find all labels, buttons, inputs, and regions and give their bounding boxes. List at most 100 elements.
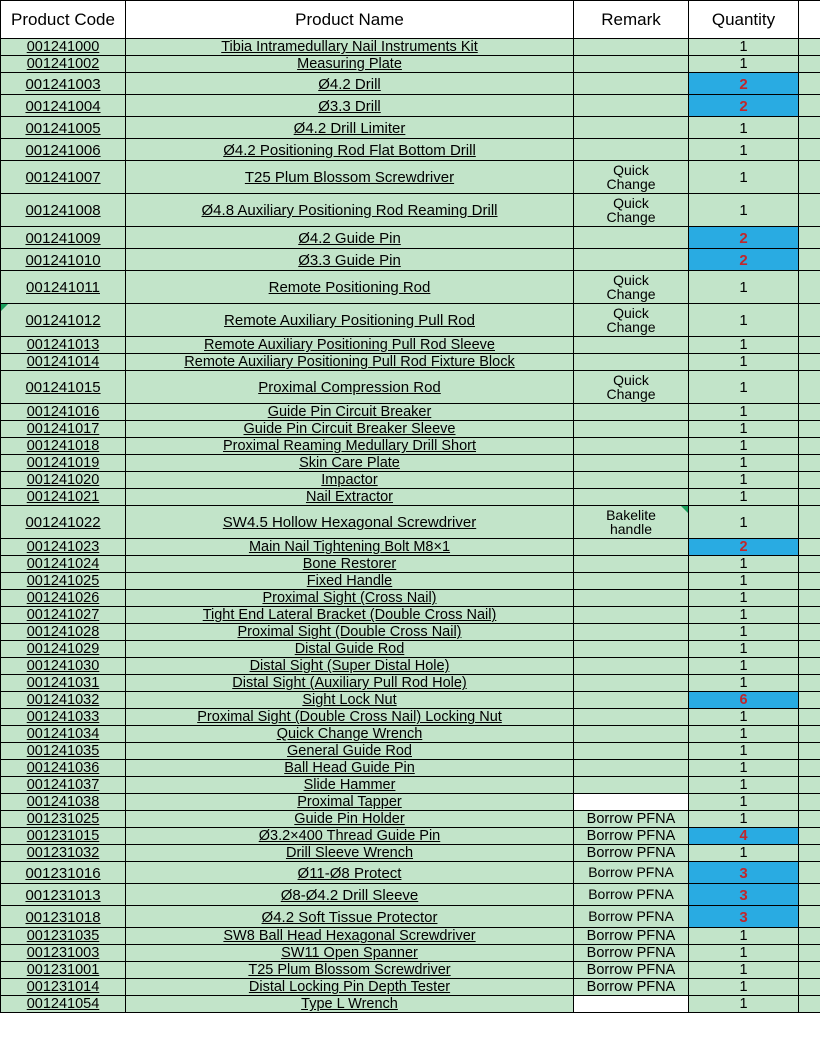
cell-product-name: Ø3.3 Guide Pin: [126, 249, 574, 271]
cell-product-code: 001241018: [1, 438, 126, 455]
cell-tail: [799, 139, 820, 161]
cell-remark: [574, 39, 689, 56]
cell-remark: [574, 404, 689, 421]
table-row: 001241026Proximal Sight (Cross Nail)1: [1, 590, 820, 607]
cell-product-code: 001241016: [1, 404, 126, 421]
cell-product-code: 001241036: [1, 760, 126, 777]
cell-quantity: 1: [689, 139, 799, 161]
table-row: 001241035General Guide Rod1: [1, 743, 820, 760]
cell-product-name: Ø8-Ø4.2 Drill Sleeve: [126, 884, 574, 906]
cell-product-name: Guide Pin Circuit Breaker Sleeve: [126, 421, 574, 438]
cell-product-code: 001231015: [1, 828, 126, 845]
cell-remark: [574, 658, 689, 675]
table-row: 001231001T25 Plum Blossom ScrewdriverBor…: [1, 962, 820, 979]
cell-product-code: 001241013: [1, 337, 126, 354]
table-row: 001231013Ø8-Ø4.2 Drill SleeveBorrow PFNA…: [1, 884, 820, 906]
table-row: 001241010Ø3.3 Guide Pin2: [1, 249, 820, 271]
table-row: 001231035SW8 Ball Head Hexagonal Screwdr…: [1, 928, 820, 945]
cell-remark: [574, 794, 689, 811]
cell-quantity: 2: [689, 95, 799, 117]
cell-quantity: 6: [689, 692, 799, 709]
cell-quantity: 1: [689, 506, 799, 539]
cell-quantity: 1: [689, 658, 799, 675]
cell-product-name: Tibia Intramedullary Nail Instruments Ki…: [126, 39, 574, 56]
table-row: 001241019Skin Care Plate1: [1, 455, 820, 472]
cell-product-code: 001241020: [1, 472, 126, 489]
table-row: 001241022SW4.5 Hollow Hexagonal Screwdri…: [1, 506, 820, 539]
cell-product-name: Ø11-Ø8 Protect: [126, 862, 574, 884]
cell-quantity: 1: [689, 573, 799, 590]
cell-remark: Quick Change: [574, 161, 689, 194]
product-table: Product Code Product Name Remark Quantit…: [0, 0, 820, 1013]
cell-quantity: 3: [689, 884, 799, 906]
cell-product-name: Ø4.2 Drill Limiter: [126, 117, 574, 139]
cell-tail: [799, 371, 820, 404]
cell-remark: Borrow PFNA: [574, 928, 689, 945]
table-row: 001241004Ø3.3 Drill2: [1, 95, 820, 117]
cell-remark: [574, 117, 689, 139]
cell-product-name: Remote Auxiliary Positioning Pull Rod Fi…: [126, 354, 574, 371]
table-row: 001231025Guide Pin HolderBorrow PFNA1: [1, 811, 820, 828]
cell-remark: [574, 624, 689, 641]
cell-quantity: 1: [689, 607, 799, 624]
cell-tail: [799, 489, 820, 506]
cell-product-code: 001231016: [1, 862, 126, 884]
cell-tail: [799, 438, 820, 455]
cell-quantity: 1: [689, 996, 799, 1013]
table-row: 001231032Drill Sleeve WrenchBorrow PFNA1: [1, 845, 820, 862]
cell-product-name: Proximal Reaming Medullary Drill Short: [126, 438, 574, 455]
cell-product-name: Ø4.2 Drill: [126, 73, 574, 95]
cell-product-name: T25 Plum Blossom Screwdriver: [126, 962, 574, 979]
cell-product-code: 001241034: [1, 726, 126, 743]
cell-product-code: 001231003: [1, 945, 126, 962]
cell-remark: [574, 675, 689, 692]
cell-tail: [799, 996, 820, 1013]
cell-remark: Borrow PFNA: [574, 845, 689, 862]
cell-quantity: 1: [689, 304, 799, 337]
cell-tail: [799, 271, 820, 304]
cell-product-code: 001241024: [1, 556, 126, 573]
cell-quantity: 1: [689, 455, 799, 472]
cell-product-name: Tight End Lateral Bracket (Double Cross …: [126, 607, 574, 624]
cell-quantity: 1: [689, 979, 799, 996]
cell-tail: [799, 590, 820, 607]
cell-remark: [574, 56, 689, 73]
cell-tail: [799, 95, 820, 117]
cell-quantity: 1: [689, 777, 799, 794]
cell-remark: Borrow PFNA: [574, 945, 689, 962]
table-row: 001241021Nail Extractor1: [1, 489, 820, 506]
table-row: 001241011Remote Positioning RodQuick Cha…: [1, 271, 820, 304]
cell-remark: [574, 777, 689, 794]
cell-remark: [574, 573, 689, 590]
cell-tail: [799, 506, 820, 539]
cell-quantity: 1: [689, 811, 799, 828]
cell-tail: [799, 709, 820, 726]
cell-product-name: Guide Pin Circuit Breaker: [126, 404, 574, 421]
table-row: 001241002Measuring Plate1: [1, 56, 820, 73]
cell-product-code: 001241038: [1, 794, 126, 811]
cell-product-code: 001241054: [1, 996, 126, 1013]
cell-tail: [799, 304, 820, 337]
table-row: 001241054Type L Wrench 1: [1, 996, 820, 1013]
cell-product-name: Sight Lock Nut: [126, 692, 574, 709]
header-name: Product Name: [126, 1, 574, 39]
cell-quantity: 1: [689, 371, 799, 404]
cell-quantity: 1: [689, 675, 799, 692]
cell-quantity: 1: [689, 845, 799, 862]
cell-product-code: 001241021: [1, 489, 126, 506]
cell-remark: [574, 73, 689, 95]
table-row: 001241005Ø4.2 Drill Limiter1: [1, 117, 820, 139]
cell-tail: [799, 828, 820, 845]
table-row: 001241030Distal Sight (Super Distal Hole…: [1, 658, 820, 675]
cell-quantity: 4: [689, 828, 799, 845]
cell-remark: [574, 489, 689, 506]
cell-product-code: 001241012: [1, 304, 126, 337]
cell-tail: [799, 455, 820, 472]
cell-quantity: 1: [689, 794, 799, 811]
table-row: 001241038Proximal Tapper1: [1, 794, 820, 811]
cell-product-code: 001231035: [1, 928, 126, 945]
cell-product-name: SW8 Ball Head Hexagonal Screwdriver: [126, 928, 574, 945]
cell-product-name: Slide Hammer: [126, 777, 574, 794]
cell-remark: [574, 472, 689, 489]
cell-product-name: Type L Wrench: [126, 996, 574, 1013]
